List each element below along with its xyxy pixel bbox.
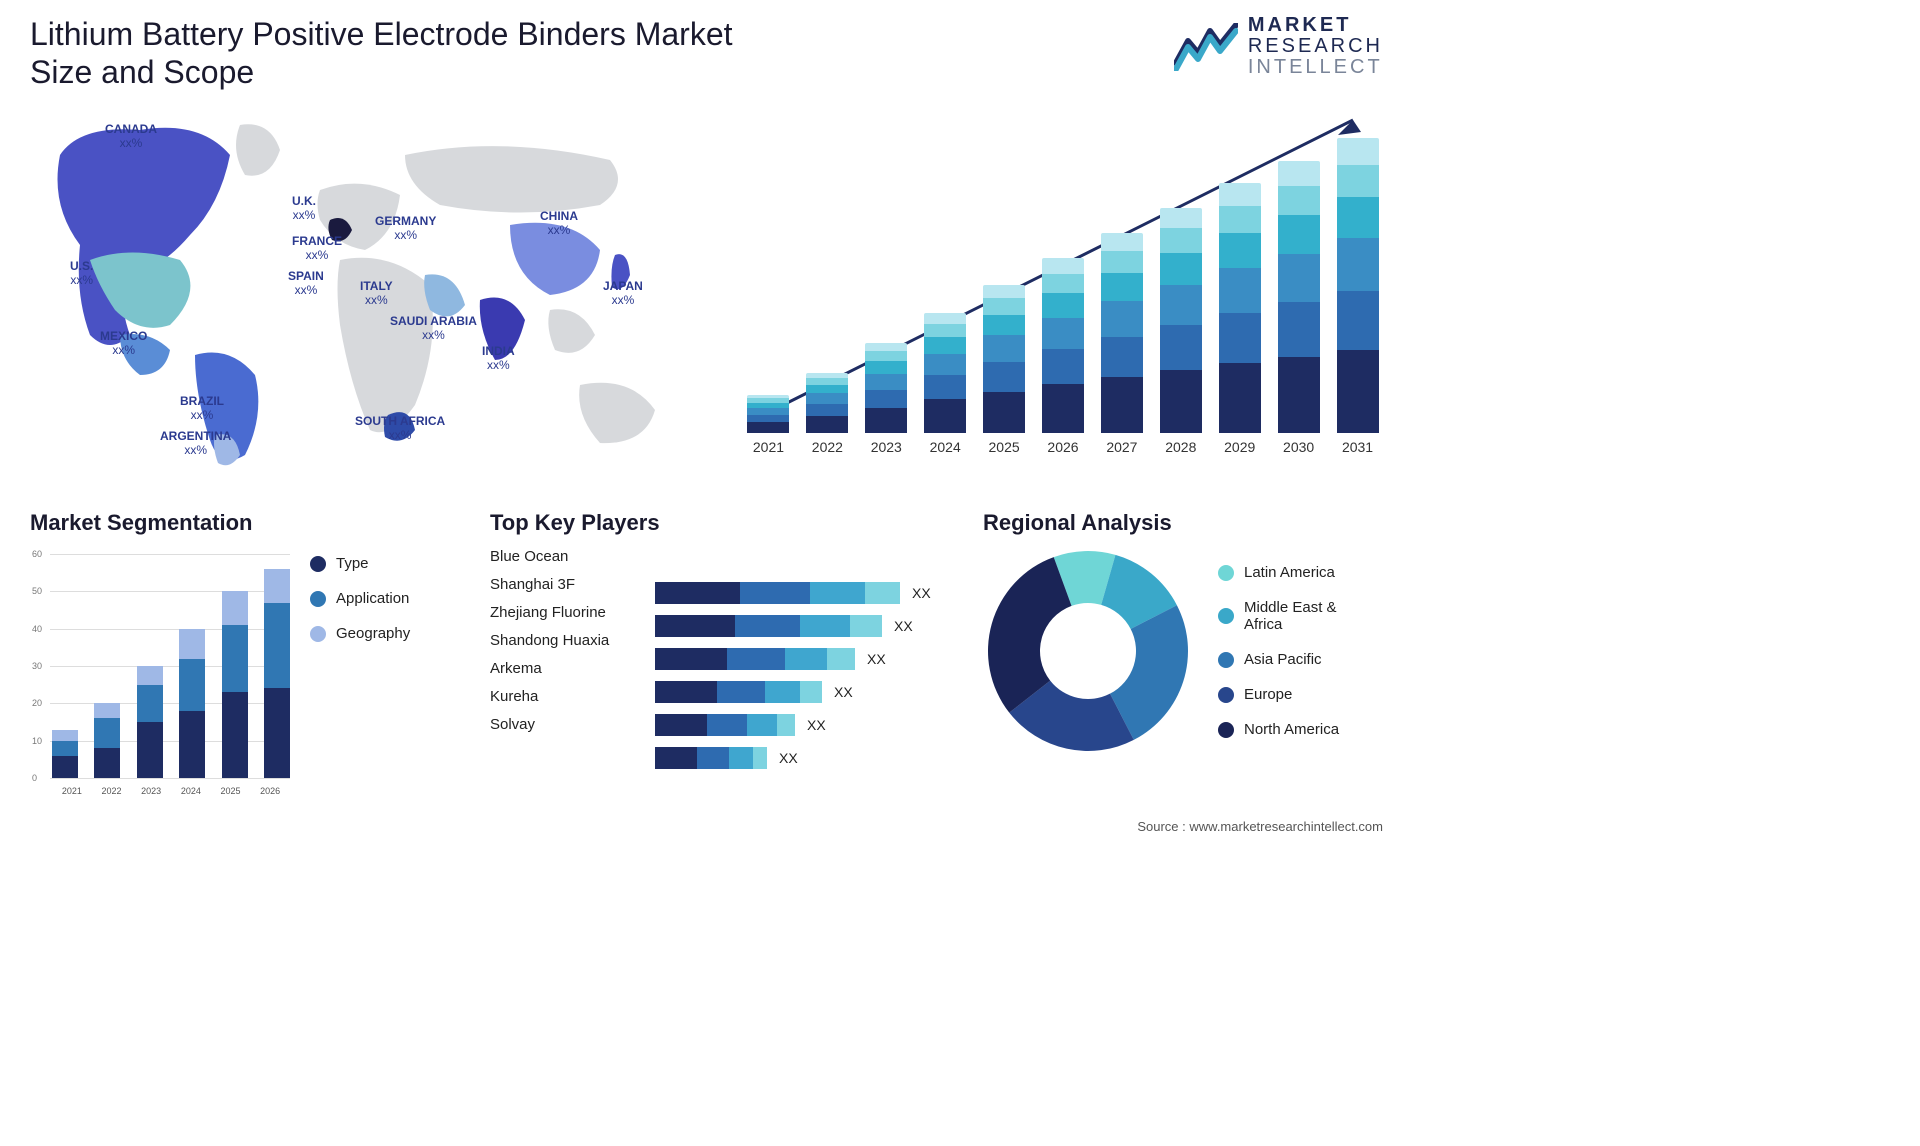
legend-item: North America: [1218, 721, 1374, 738]
regional-legend: Latin America Middle East & Africa Asia Pa…: [1218, 564, 1374, 738]
segmentation-title: Market Segmentation: [30, 510, 450, 536]
legend-item: Type: [310, 555, 410, 572]
source-attribution: Source : www.marketresearchintellect.com: [1137, 819, 1383, 834]
players-section: Top Key Players Blue Ocean Shanghai 3F Zhe…: [490, 510, 960, 810]
legend-item: Geography: [310, 625, 410, 642]
player-bar-row: XX: [655, 615, 960, 637]
players-bars: XX XX XX XX XX XX: [655, 546, 960, 769]
map-label: ARGENTINAxx%: [160, 430, 231, 458]
player-name: Arkema: [490, 660, 655, 677]
forecast-bar: XX2026: [1038, 258, 1089, 455]
forecast-bar: XX2023: [861, 343, 912, 455]
player-name: Kureha: [490, 688, 655, 705]
regional-section: Regional Analysis Latin America Middle Ea…: [983, 510, 1393, 810]
player-bar-row: XX: [655, 714, 960, 736]
map-label: SOUTH AFRICAxx%: [355, 415, 445, 443]
brand-line-2: RESEARCH: [1248, 36, 1383, 57]
segmentation-bar: [179, 629, 205, 778]
forecast-bar: XX2021: [743, 395, 794, 455]
map-label: GERMANYxx%: [375, 215, 436, 243]
legend-item: Latin America: [1218, 564, 1374, 581]
map-label: MEXICOxx%: [100, 330, 147, 358]
player-name: Blue Ocean: [490, 548, 655, 565]
legend-item: Asia Pacific: [1218, 651, 1374, 668]
world-map: CANADAxx% U.S.xx% MEXICOxx% BRAZILxx% ARGENT…: [20, 95, 700, 475]
player-bar-row: XX: [655, 648, 960, 670]
player-name: Solvay: [490, 716, 655, 733]
forecast-bar: XX2027: [1096, 233, 1147, 455]
map-label: SPAINxx%: [288, 270, 324, 298]
segmentation-section: Market Segmentation 0102030405060 202120…: [30, 510, 450, 810]
players-title: Top Key Players: [490, 510, 960, 536]
segmentation-legend: Type Application Geography: [310, 555, 410, 642]
brand-line-1: MARKET: [1248, 15, 1383, 36]
player-bar-row: XX: [655, 582, 960, 604]
forecast-bar: XX2030: [1273, 161, 1324, 455]
legend-item: Application: [310, 590, 410, 607]
player-bar-row: XX: [655, 747, 960, 769]
legend-item: Europe: [1218, 686, 1374, 703]
legend-item: Middle East & Africa: [1218, 599, 1374, 633]
forecast-chart: XX2021XX2022XX2023XX2024XX2025XX2026XX20…: [743, 100, 1383, 480]
map-label: SAUDI ARABIAxx%: [390, 315, 477, 343]
map-label: U.S.xx%: [70, 260, 93, 288]
forecast-bar: XX2031: [1332, 138, 1383, 455]
brand-mark-icon: [1174, 23, 1238, 71]
segmentation-chart: 0102030405060 202120222023202420252026: [30, 546, 290, 796]
map-label: CHINAxx%: [540, 210, 578, 238]
map-label: CANADAxx%: [105, 123, 157, 151]
player-name: Zhejiang Fluorine: [490, 604, 655, 621]
forecast-bar: XX2022: [802, 373, 853, 455]
segmentation-bar: [264, 569, 290, 778]
segmentation-bar: [137, 666, 163, 778]
segmentation-bar: [94, 703, 120, 778]
brand-logo: MARKET RESEARCH INTELLECT: [1174, 15, 1383, 78]
forecast-bar: XX2028: [1155, 208, 1206, 455]
segmentation-bar: [222, 591, 248, 778]
map-label: JAPANxx%: [603, 280, 643, 308]
page-title: Lithium Battery Positive Electrode Binde…: [30, 15, 800, 92]
forecast-bar: XX2025: [979, 285, 1030, 455]
player-bar-row: XX: [655, 681, 960, 703]
player-name: Shanghai 3F: [490, 576, 655, 593]
map-label: FRANCExx%: [292, 235, 342, 263]
players-names-list: Blue Ocean Shanghai 3F Zhejiang Fluorine Sh…: [490, 546, 655, 769]
regional-donut: [983, 546, 1193, 756]
regional-title: Regional Analysis: [983, 510, 1393, 536]
map-label: BRAZILxx%: [180, 395, 224, 423]
brand-line-3: INTELLECT: [1248, 57, 1383, 78]
player-name: Shandong Huaxia: [490, 632, 655, 649]
forecast-bar: XX2024: [920, 313, 971, 455]
map-label: ITALYxx%: [360, 280, 393, 308]
forecast-bar: XX2029: [1214, 183, 1265, 455]
segmentation-bar: [52, 729, 78, 778]
map-label: U.K.xx%: [292, 195, 316, 223]
map-label: INDIAxx%: [482, 345, 515, 373]
